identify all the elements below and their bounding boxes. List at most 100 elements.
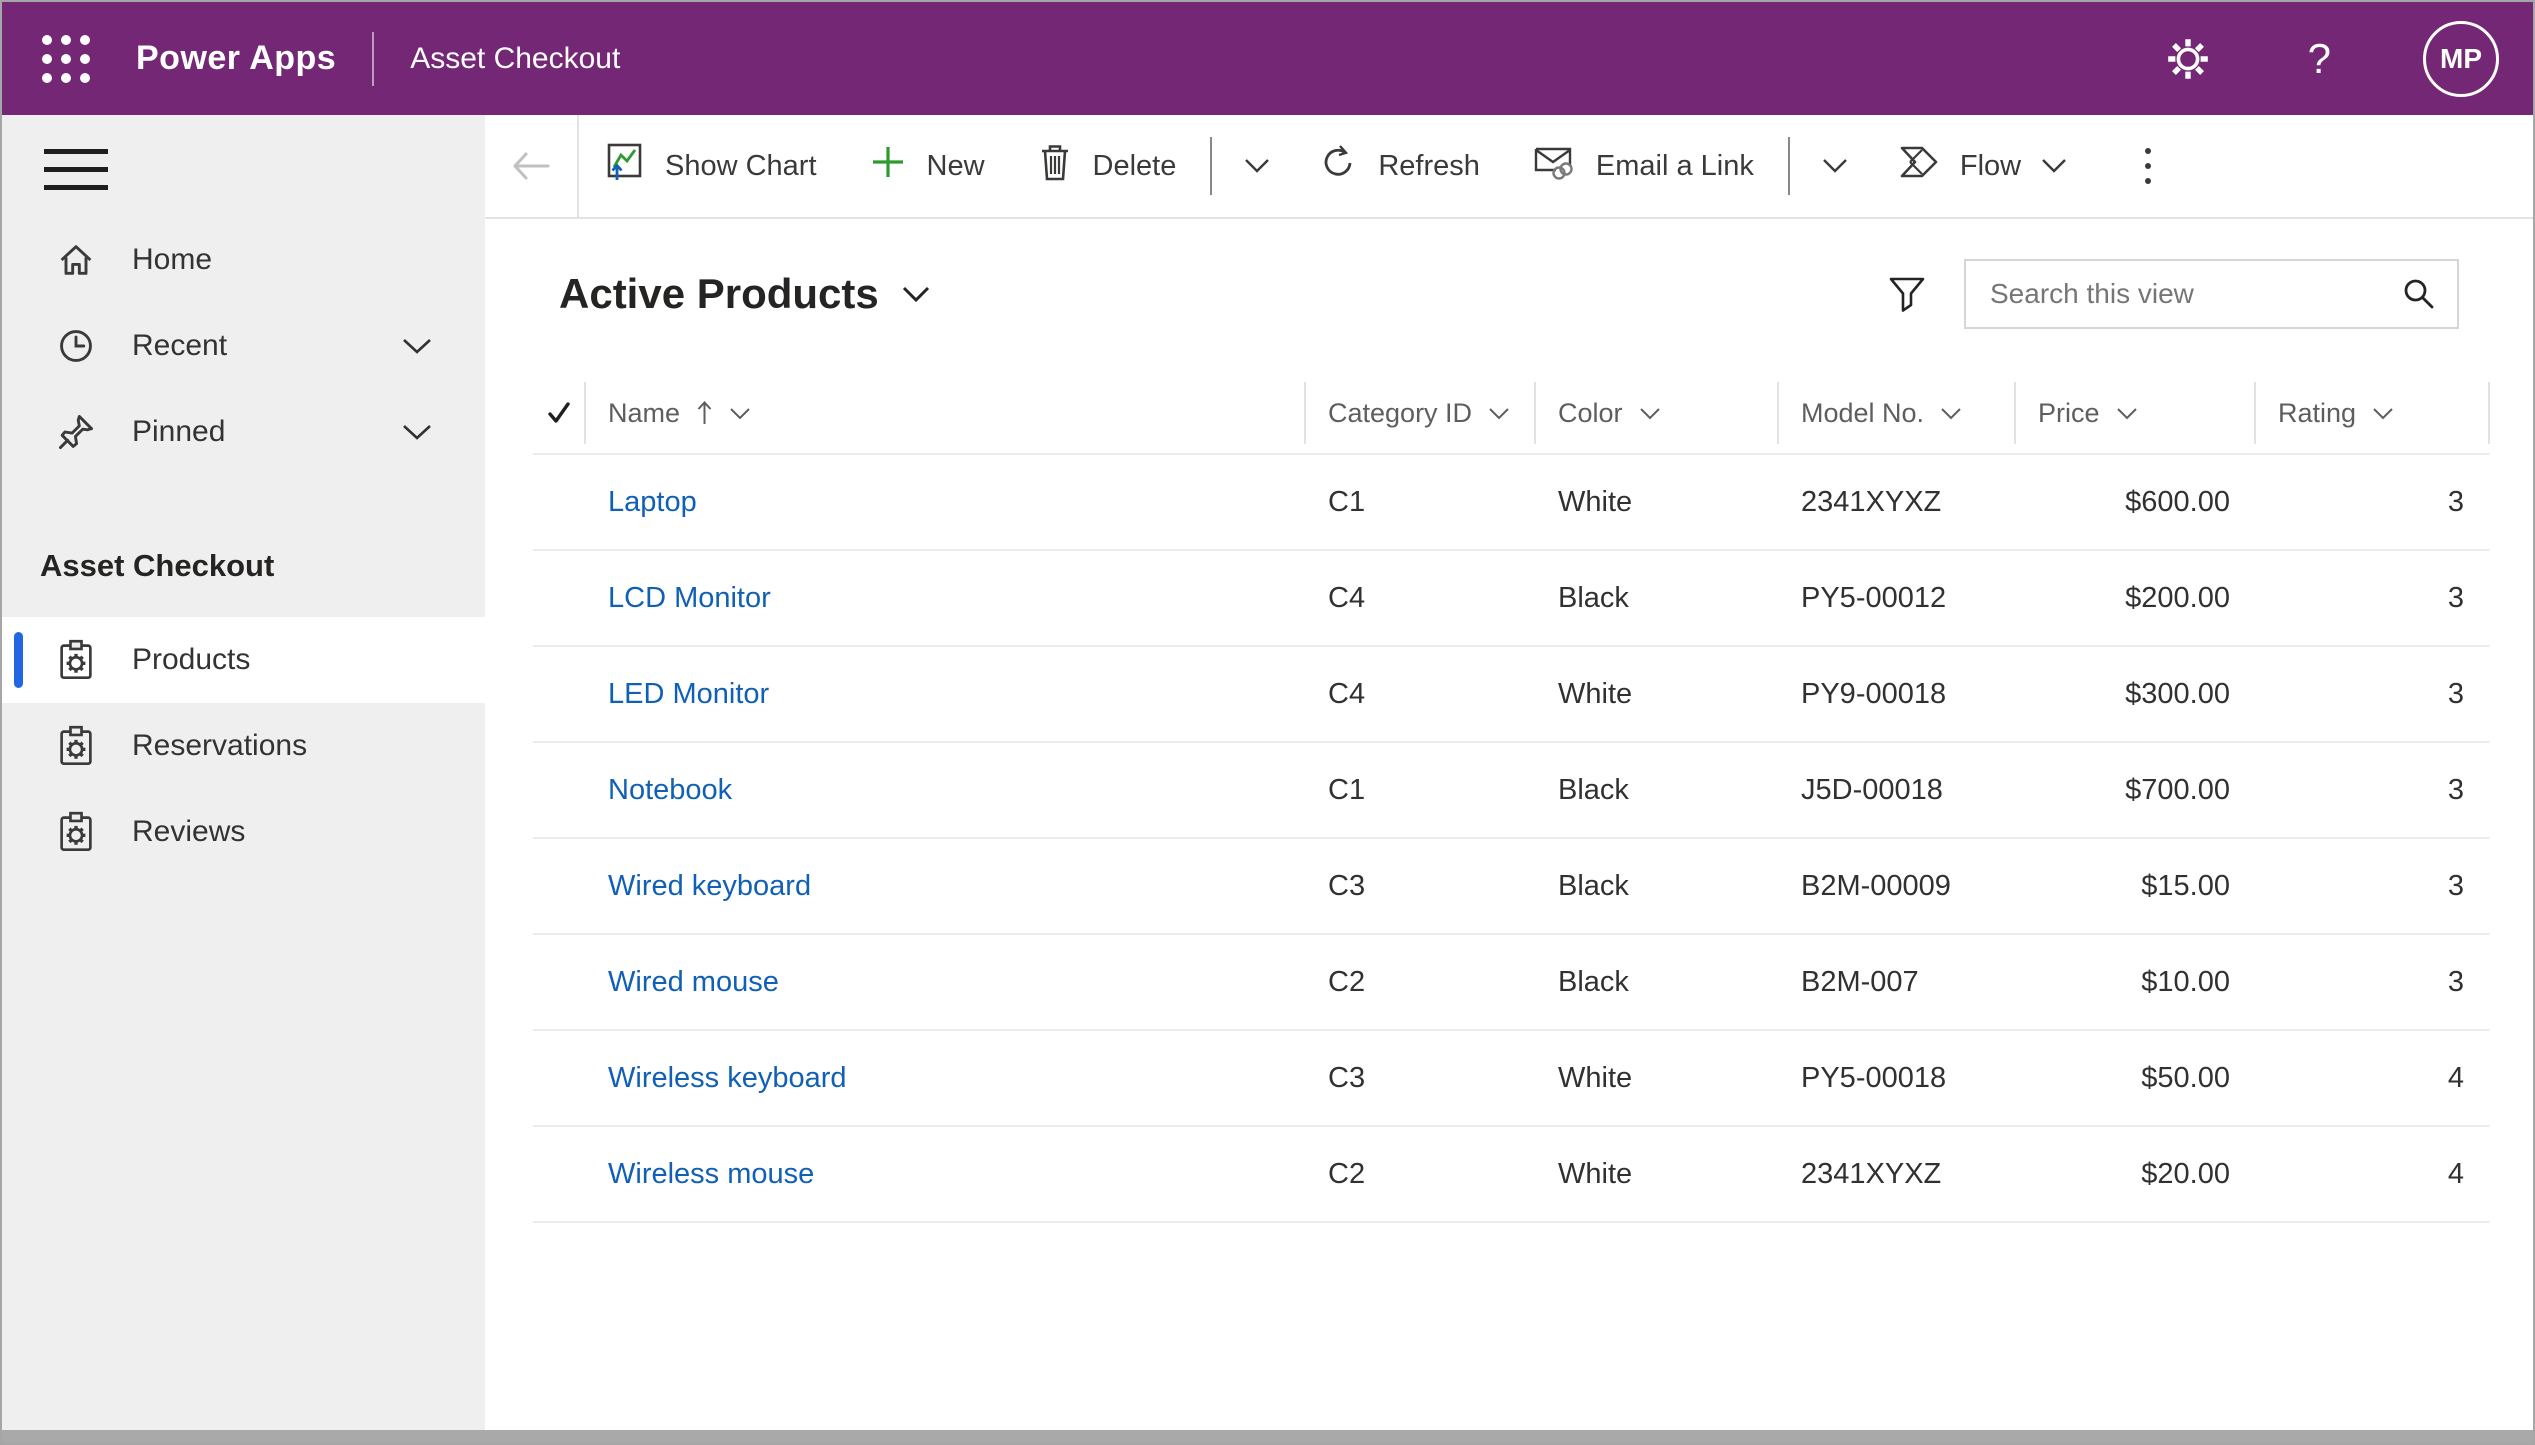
column-header-color[interactable]: Color bbox=[1536, 382, 1779, 444]
cell-name[interactable]: LCD Monitor bbox=[586, 551, 1306, 645]
cell-name[interactable]: Wired mouse bbox=[586, 935, 1306, 1029]
sidebar-item-reviews[interactable]: Reviews bbox=[2, 789, 485, 875]
search-icon[interactable] bbox=[2401, 276, 2437, 312]
cell-price: $50.00 bbox=[2141, 1061, 2230, 1094]
new-button[interactable]: New bbox=[843, 127, 1011, 205]
toolbar-group-separator bbox=[1210, 137, 1213, 195]
row-select-cell[interactable] bbox=[533, 1127, 586, 1221]
command-bar: Show Chart New bbox=[485, 115, 2533, 219]
refresh-label: Refresh bbox=[1378, 149, 1480, 182]
cell-category-id: C2 bbox=[1328, 1157, 1366, 1190]
view-selector[interactable]: Active Products bbox=[559, 270, 931, 318]
table-row[interactable]: Wired keyboard C3 Black B2M-00009 $15.00 3 bbox=[533, 839, 2490, 935]
chevron-down-icon bbox=[2373, 407, 2393, 419]
cell-name[interactable]: Notebook bbox=[586, 743, 1306, 837]
row-select-cell[interactable] bbox=[533, 1031, 586, 1125]
record-link[interactable]: Wired keyboard bbox=[608, 869, 812, 902]
column-header-label: Rating bbox=[2278, 397, 2357, 428]
table-row[interactable]: Wired mouse C2 Black B2M-007 $10.00 3 bbox=[533, 935, 2490, 1031]
home-icon bbox=[54, 240, 98, 280]
more-commands-chevron-icon[interactable] bbox=[1798, 127, 1872, 205]
column-header-label: Color bbox=[1558, 397, 1623, 428]
cell-model-no: B2M-007 bbox=[1801, 965, 1919, 998]
email-link-button[interactable]: Email a Link bbox=[1506, 127, 1780, 205]
row-select-cell[interactable] bbox=[533, 839, 586, 933]
overflow-menu-icon[interactable] bbox=[2127, 148, 2169, 184]
record-link[interactable]: Notebook bbox=[608, 773, 733, 806]
row-select-cell[interactable] bbox=[533, 455, 586, 549]
record-link[interactable]: Wireless mouse bbox=[608, 1157, 815, 1190]
cell-name[interactable]: Wireless keyboard bbox=[586, 1031, 1306, 1125]
table-row[interactable]: LCD Monitor C4 Black PY5-00012 $200.00 3 bbox=[533, 551, 2490, 647]
avatar[interactable]: MP bbox=[2423, 20, 2499, 97]
record-link[interactable]: Laptop bbox=[608, 485, 697, 518]
column-header-price[interactable]: Price bbox=[2016, 382, 2256, 444]
cell-name[interactable]: Wireless mouse bbox=[586, 1127, 1306, 1221]
row-select-cell[interactable] bbox=[533, 935, 586, 1029]
sidebar-item-home[interactable]: Home bbox=[2, 217, 485, 303]
column-header-label: Name bbox=[608, 397, 681, 428]
record-link[interactable]: LED Monitor bbox=[608, 677, 770, 710]
refresh-button[interactable]: Refresh bbox=[1294, 127, 1506, 205]
chevron-down-icon bbox=[401, 415, 433, 449]
pin-icon bbox=[54, 412, 98, 452]
show-chart-icon bbox=[605, 142, 645, 190]
grid-body: Laptop C1 White 2341XYXZ $600.00 3 LCD Monitor… bbox=[533, 453, 2490, 1223]
filter-icon[interactable] bbox=[1886, 274, 1928, 314]
cell-name[interactable]: Wired keyboard bbox=[586, 839, 1306, 933]
more-commands-chevron-icon[interactable] bbox=[1220, 127, 1294, 205]
app-launcher-waffle-icon[interactable] bbox=[42, 34, 90, 83]
row-select-cell[interactable] bbox=[533, 551, 586, 645]
clock-icon bbox=[54, 326, 98, 366]
sidebar-item-pinned[interactable]: Pinned bbox=[2, 389, 485, 475]
table-row[interactable]: Wireless keyboard C3 White PY5-00018 $50.00 4 bbox=[533, 1031, 2490, 1127]
table-row[interactable]: LED Monitor C4 White PY9-00018 $300.00 3 bbox=[533, 647, 2490, 743]
back-arrow-icon[interactable] bbox=[485, 149, 577, 183]
cell-name[interactable]: LED Monitor bbox=[586, 647, 1306, 741]
sidebar-item-recent[interactable]: Recent bbox=[2, 303, 485, 389]
record-link[interactable]: Wireless keyboard bbox=[608, 1061, 847, 1094]
chevron-down-icon bbox=[2042, 159, 2066, 173]
hamburger-menu-icon[interactable] bbox=[44, 149, 108, 190]
table-row[interactable]: Notebook C1 Black J5D-00018 $700.00 3 bbox=[533, 743, 2490, 839]
chevron-down-icon bbox=[730, 407, 750, 419]
sidebar-item-label: Home bbox=[132, 243, 213, 276]
sidebar-item-label: Reviews bbox=[132, 815, 246, 848]
delete-button[interactable]: Delete bbox=[1011, 127, 1203, 205]
sidebar-item-reservations[interactable]: Reservations bbox=[2, 703, 485, 789]
sidebar-item-label: Products bbox=[132, 643, 251, 676]
column-header-model-no[interactable]: Model No. bbox=[1779, 382, 2016, 444]
cell-category-id: C4 bbox=[1328, 677, 1366, 710]
column-header-category-id[interactable]: Category ID bbox=[1306, 382, 1536, 444]
cell-color: Black bbox=[1558, 869, 1629, 902]
cell-model-no: 2341XYXZ bbox=[1801, 1157, 1942, 1190]
cell-model-no: PY5-00018 bbox=[1801, 1061, 1947, 1094]
search-input[interactable] bbox=[1966, 278, 2401, 310]
row-select-cell[interactable] bbox=[533, 647, 586, 741]
flow-button[interactable]: Flow bbox=[1872, 127, 2093, 205]
sidebar-item-products[interactable]: Products bbox=[2, 617, 485, 703]
cell-name[interactable]: Laptop bbox=[586, 455, 1306, 549]
record-link[interactable]: Wired mouse bbox=[608, 965, 779, 998]
horizontal-scrollbar[interactable] bbox=[2, 1430, 2533, 1443]
cell-rating: 4 bbox=[2447, 1157, 2464, 1190]
select-all-checkmark-icon[interactable] bbox=[533, 382, 586, 444]
table-row[interactable]: Laptop C1 White 2341XYXZ $600.00 3 bbox=[533, 455, 2490, 551]
cell-category-id: C2 bbox=[1328, 965, 1366, 998]
content-area: Show Chart New bbox=[485, 115, 2533, 1434]
cell-rating: 4 bbox=[2447, 1061, 2464, 1094]
help-icon[interactable]: ? bbox=[2307, 34, 2331, 82]
sidebar-item-label: Reservations bbox=[132, 729, 308, 762]
table-row[interactable]: Wireless mouse C2 White 2341XYXZ $20.00 4 bbox=[533, 1127, 2490, 1223]
record-link[interactable]: LCD Monitor bbox=[608, 581, 771, 614]
settings-gear-icon[interactable] bbox=[2164, 35, 2212, 83]
chevron-down-icon bbox=[1639, 407, 1660, 419]
refresh-icon bbox=[1320, 143, 1358, 189]
row-select-cell[interactable] bbox=[533, 743, 586, 837]
show-chart-button[interactable]: Show Chart bbox=[579, 127, 843, 205]
entity-clipboard-icon bbox=[54, 639, 98, 681]
column-header-rating[interactable]: Rating bbox=[2256, 382, 2490, 444]
cell-model-no: PY5-00012 bbox=[1801, 581, 1947, 614]
entity-clipboard-icon bbox=[54, 725, 98, 767]
column-header-name[interactable]: Name bbox=[586, 382, 1306, 444]
